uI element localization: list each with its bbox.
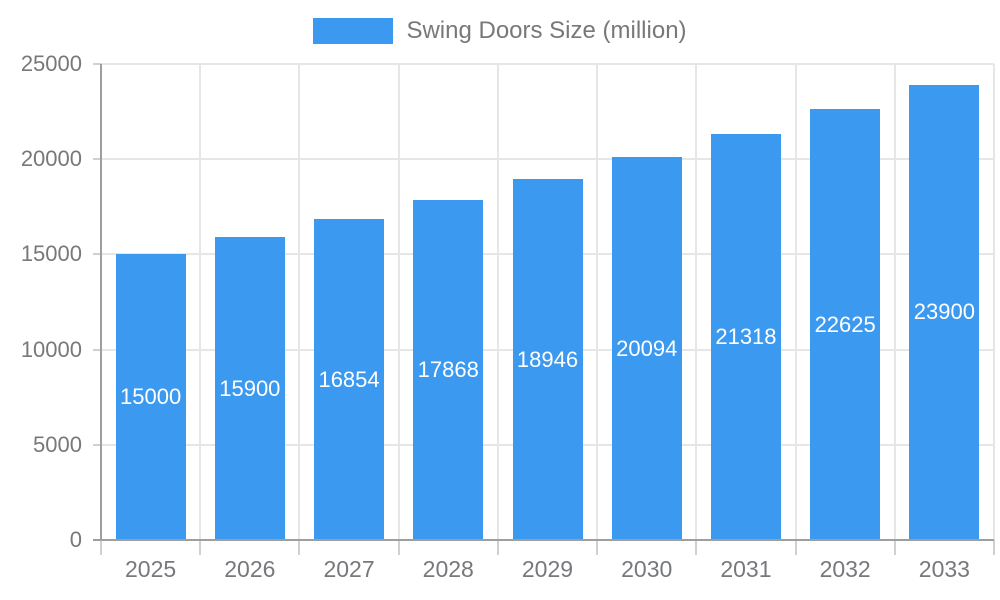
x-gridline xyxy=(695,64,698,540)
y-axis-tick xyxy=(93,253,101,256)
y-axis-tick-label: 15000 xyxy=(20,241,82,267)
bar[interactable] xyxy=(611,157,682,540)
y-axis-tick-label: 10000 xyxy=(20,336,82,362)
y-axis-tick xyxy=(93,443,101,446)
bar[interactable] xyxy=(115,254,186,540)
x-axis-tick-label: 2032 xyxy=(819,556,871,582)
bar[interactable] xyxy=(909,84,980,540)
x-gridline xyxy=(199,64,202,540)
bar[interactable] xyxy=(413,199,484,540)
x-axis-tick-label: 2027 xyxy=(323,556,375,582)
x-axis-tick-label: 2025 xyxy=(125,556,177,582)
x-axis-tick-label: 2033 xyxy=(918,556,970,582)
x-axis-tick-label: 2028 xyxy=(422,556,474,582)
x-axis-tick-label: 2026 xyxy=(224,556,276,582)
x-gridline xyxy=(993,64,995,540)
x-axis-tick-label: 2029 xyxy=(521,556,574,582)
y-axis-tick-label: 25000 xyxy=(20,51,82,76)
x-gridline xyxy=(794,64,797,540)
bar[interactable] xyxy=(214,237,285,540)
y-axis-tick xyxy=(93,348,101,351)
legend-label[interactable]: Swing Doors Size (million) xyxy=(406,17,687,44)
legend-item[interactable]: Swing Doors Size (million) xyxy=(313,16,687,46)
bar[interactable] xyxy=(810,109,881,540)
x-axis-tick xyxy=(893,540,896,555)
bar-value-label: 20094 xyxy=(616,335,678,361)
bar-value-label: 23900 xyxy=(913,299,975,325)
x-axis-tick xyxy=(100,540,102,555)
bar[interactable] xyxy=(512,179,583,540)
legend-swatch[interactable] xyxy=(313,18,394,44)
y-axis-tick-label: 20000 xyxy=(20,146,82,172)
bar-value-label: 18946 xyxy=(516,346,579,372)
x-axis-tick xyxy=(397,540,400,555)
bar-value-label: 15000 xyxy=(120,384,182,410)
x-gridline xyxy=(496,64,499,540)
x-axis-tick-label: 2030 xyxy=(621,556,673,582)
x-axis-tick xyxy=(596,540,599,555)
bar[interactable] xyxy=(314,219,385,540)
y-gridline xyxy=(101,158,994,161)
bar-value-label: 17868 xyxy=(417,356,479,382)
y-axis-tick-label: 0 xyxy=(69,527,82,552)
x-axis-tick xyxy=(199,540,202,555)
y-gridline xyxy=(101,63,994,65)
x-axis-tick xyxy=(993,540,995,555)
bar-value-label: 22625 xyxy=(814,311,876,337)
x-axis-tick xyxy=(298,540,301,555)
x-axis-tick-label: 2031 xyxy=(720,556,772,582)
y-axis-tick xyxy=(93,63,101,65)
y-axis-line xyxy=(100,64,102,540)
x-axis-line xyxy=(93,539,994,541)
bar[interactable] xyxy=(710,134,781,540)
bar-value-label: 16854 xyxy=(318,366,380,392)
x-gridline xyxy=(596,64,599,540)
legend: Swing Doors Size (million) xyxy=(0,16,1000,46)
x-gridline xyxy=(298,64,301,540)
x-gridline xyxy=(893,64,896,540)
x-axis-tick xyxy=(695,540,698,555)
x-axis-tick xyxy=(496,540,499,555)
x-axis-tick xyxy=(794,540,797,555)
bar-value-label: 21318 xyxy=(715,324,777,350)
bar-value-label: 15900 xyxy=(219,375,281,401)
x-gridline xyxy=(397,64,400,540)
y-axis-tick-label: 5000 xyxy=(33,431,82,457)
y-axis-tick xyxy=(93,158,101,161)
